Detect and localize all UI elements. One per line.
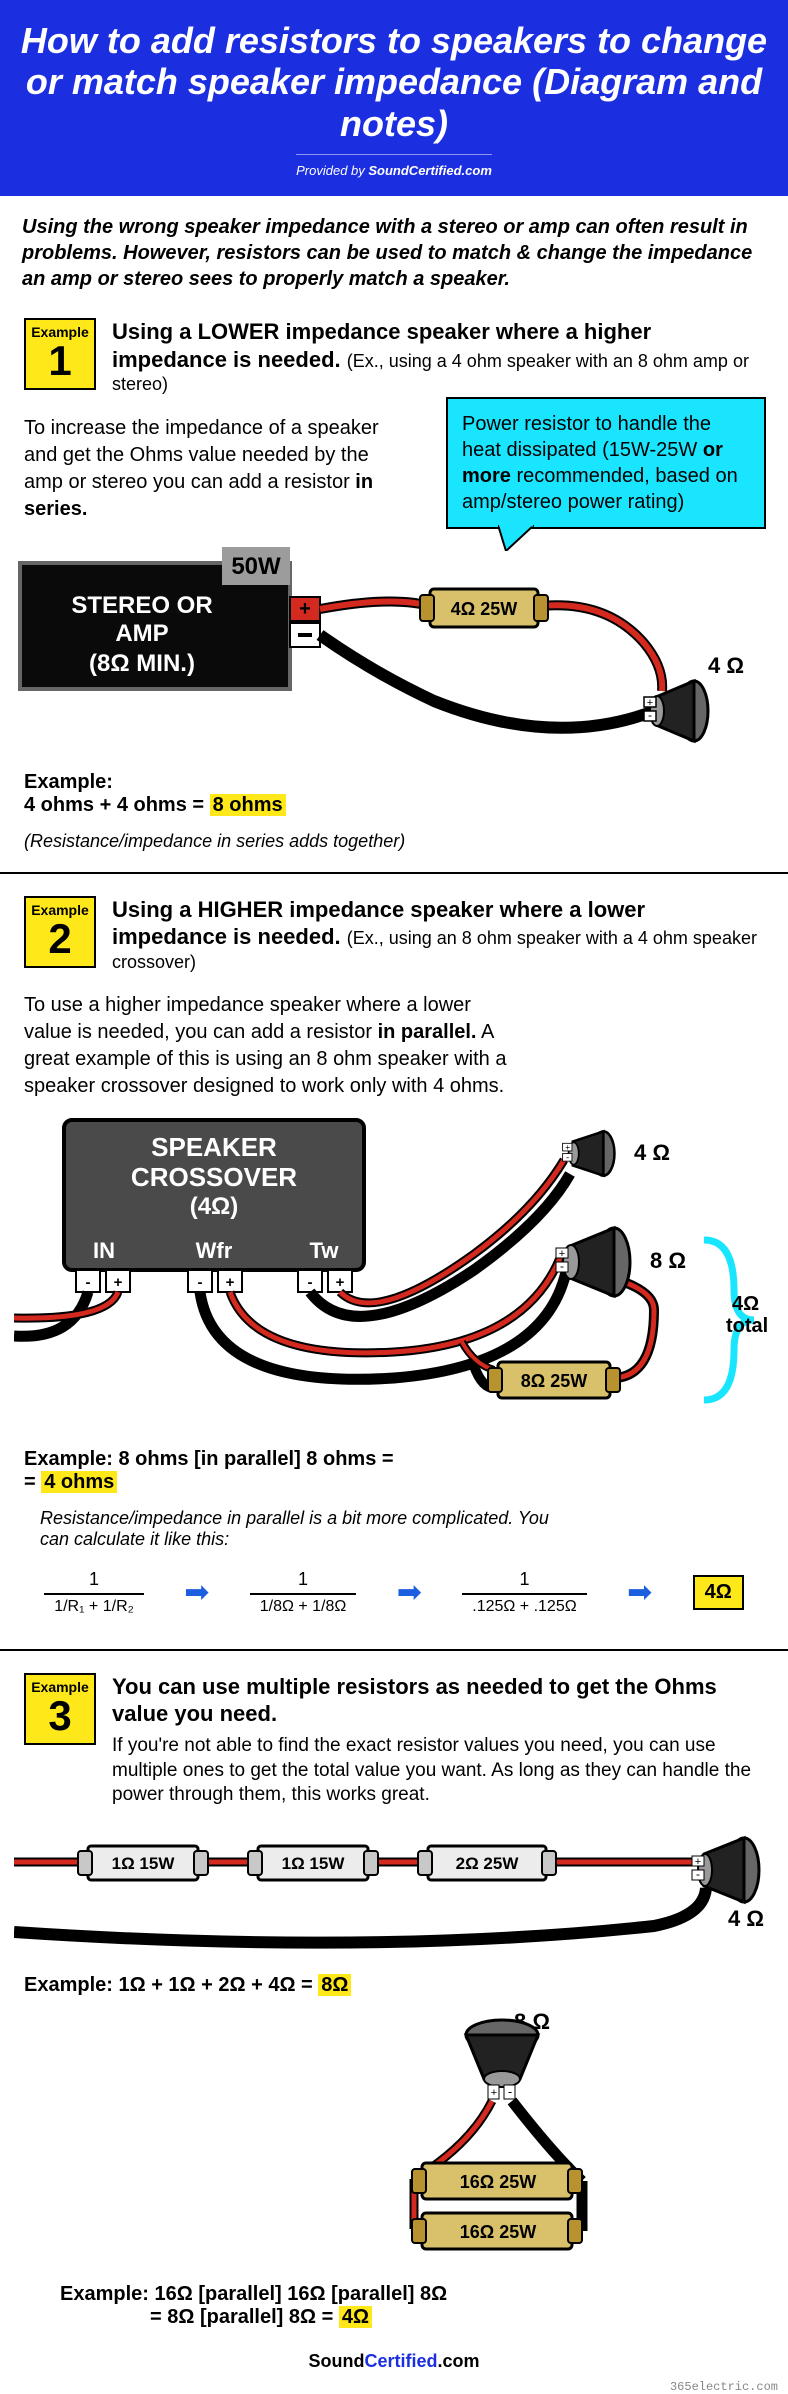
parallel-formula: 11/R₁ + 1/R₂ ➡ 11/8Ω + 1/8Ω ➡ 1.125Ω + .… <box>0 1556 788 1643</box>
svg-text:-: - <box>308 1274 313 1291</box>
sect2-para: To use a higher impedance speaker where … <box>0 982 540 1110</box>
watermark: 365electric.com <box>0 2380 788 2394</box>
provided-by: Provided by SoundCertified.com <box>296 154 492 178</box>
diagram-2: SPEAKER CROSSOVER (4Ω) IN Wfr Tw - + - +… <box>0 1110 788 1440</box>
svg-text:+: + <box>565 1142 570 1152</box>
svg-text:+: + <box>226 1274 235 1291</box>
svg-text:+: + <box>491 2087 497 2099</box>
svg-text:16Ω 25W: 16Ω 25W <box>460 2172 536 2192</box>
example-1-equation: Example: 4 ohms + 4 ohms = 8 ohms <box>0 763 788 825</box>
power-resistor-callout: Power resistor to handle the heat dissip… <box>446 397 766 529</box>
example-3-title: You can use multiple resistors as needed… <box>112 1673 764 1728</box>
svg-text:50W: 50W <box>231 553 281 580</box>
arrow-icon: ➡ <box>627 1575 652 1610</box>
svg-text:16Ω 25W: 16Ω 25W <box>460 2222 536 2242</box>
series-note: (Resistance/impedance in series adds tog… <box>0 825 788 858</box>
example-3b-equation: Example: 16Ω [parallel] 16Ω [parallel] 8… <box>0 2275 788 2337</box>
parallel-note: Resistance/impedance in parallel is a bi… <box>0 1502 580 1556</box>
example-badge-2: Example 2 <box>24 896 96 968</box>
svg-text:+: + <box>299 598 311 620</box>
svg-text:8 Ω: 8 Ω <box>650 1248 686 1273</box>
svg-text:total: total <box>726 1315 768 1337</box>
svg-text:(4Ω): (4Ω) <box>190 1193 239 1220</box>
svg-text:STEREO OR: STEREO OR <box>71 592 212 619</box>
svg-text:8Ω 25W: 8Ω 25W <box>521 1371 587 1391</box>
divider <box>0 1649 788 1651</box>
svg-text:4 Ω: 4 Ω <box>634 1140 670 1165</box>
example-3a-equation: Example: 1Ω + 1Ω + 2Ω + 4Ω = 8Ω <box>0 1966 788 2005</box>
svg-text:-: - <box>86 1274 91 1291</box>
svg-text:CROSSOVER: CROSSOVER <box>131 1162 297 1192</box>
diagram-3b: 8 Ω + - 16Ω 25W 16Ω 25W <box>0 2005 788 2275</box>
svg-text:IN: IN <box>93 1238 115 1263</box>
svg-text:-: - <box>560 1259 564 1273</box>
svg-text:Wfr: Wfr <box>196 1238 233 1263</box>
example-3-desc: If you're not able to find the exact res… <box>112 1734 764 1808</box>
svg-text:-: - <box>696 1867 700 1881</box>
diagram-3a: 1Ω 15W 1Ω 15W 2Ω 25W + - 4 Ω <box>0 1816 788 1966</box>
svg-text:4Ω: 4Ω <box>732 1293 759 1315</box>
formula-result: 4Ω <box>693 1575 744 1610</box>
svg-text:-: - <box>198 1274 203 1291</box>
title-header: How to add resistors to speakers to chan… <box>0 0 788 196</box>
svg-text:4Ω 25W: 4Ω 25W <box>451 599 517 619</box>
arrow-icon: ➡ <box>397 1575 422 1610</box>
example-3-header: Example 3 You can use multiple resistors… <box>0 1665 788 1816</box>
divider <box>0 872 788 874</box>
svg-text:AMP: AMP <box>115 620 168 647</box>
svg-text:(8Ω MIN.): (8Ω MIN.) <box>89 650 195 677</box>
footer-brand: SoundCertified.com <box>0 2337 788 2380</box>
diagram-1: 50W STEREO OR AMP (8Ω MIN.) + 4Ω 25W + -… <box>0 533 788 763</box>
example-badge-1: Example 1 <box>24 318 96 390</box>
svg-text:4 Ω: 4 Ω <box>728 1906 764 1931</box>
example-badge-3: Example 3 <box>24 1673 96 1745</box>
example-1-header: Example 1 Using a LOWER impedance speake… <box>0 310 788 404</box>
svg-text:2Ω 25W: 2Ω 25W <box>456 1854 520 1873</box>
svg-text:-: - <box>566 1152 569 1162</box>
arrow-icon: ➡ <box>184 1575 209 1610</box>
svg-text:+: + <box>336 1274 345 1291</box>
svg-text:-: - <box>648 708 652 722</box>
example-2-equation: Example: 8 ohms [in parallel] 8 ohms = =… <box>0 1440 788 1502</box>
svg-text:1Ω 15W: 1Ω 15W <box>282 1854 346 1873</box>
svg-text:Tw: Tw <box>310 1238 340 1263</box>
svg-text:-: - <box>508 2084 512 2099</box>
example-2-header: Example 2 Using a HIGHER impedance speak… <box>0 888 788 982</box>
svg-text:1Ω 15W: 1Ω 15W <box>112 1854 176 1873</box>
intro-text: Using the wrong speaker impedance with a… <box>0 196 788 310</box>
sect1-para: To increase the impedance of a speaker a… <box>0 405 420 533</box>
svg-text:SPEAKER: SPEAKER <box>151 1132 277 1162</box>
svg-text:4 Ω: 4 Ω <box>708 653 744 678</box>
svg-text:+: + <box>114 1274 123 1291</box>
